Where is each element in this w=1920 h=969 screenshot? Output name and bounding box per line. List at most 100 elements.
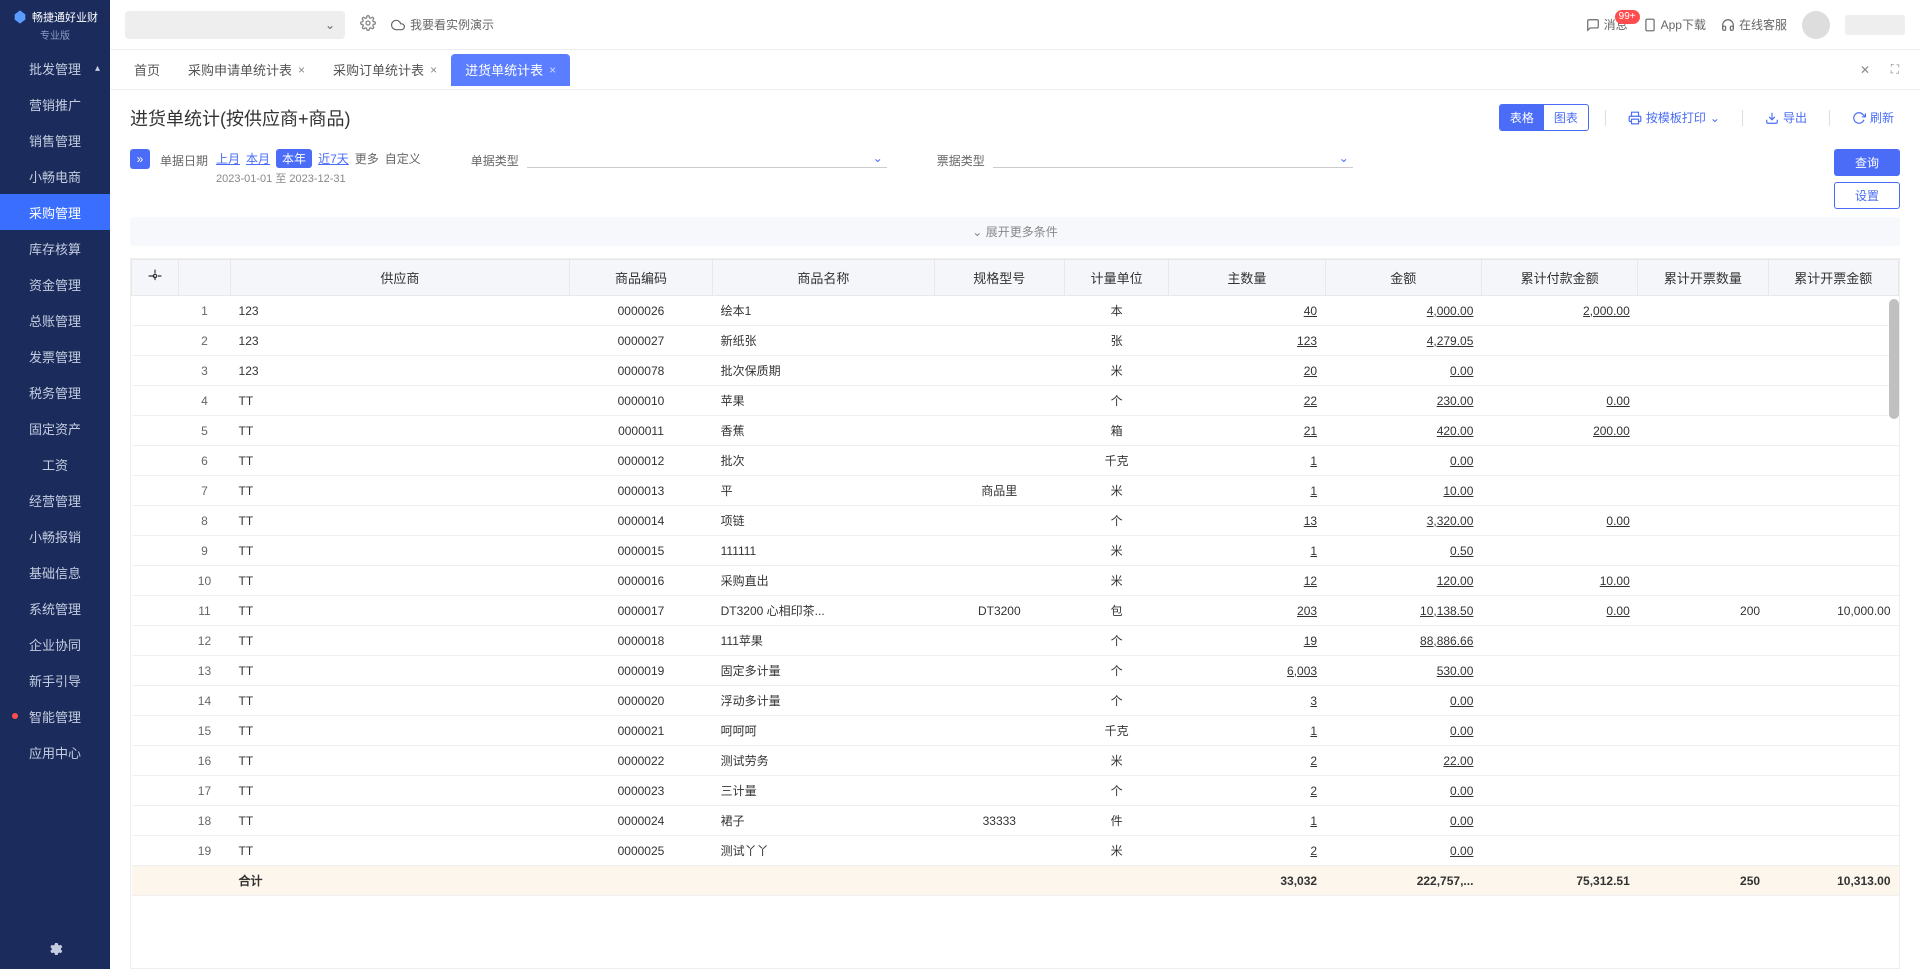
table-row[interactable]: 14TT0000020浮动多计量个30.00: [132, 686, 1899, 716]
sidebar-item[interactable]: 系统管理: [0, 590, 110, 626]
sidebar-item[interactable]: 资金管理: [0, 266, 110, 302]
sidebar-item[interactable]: 小畅电商: [0, 158, 110, 194]
date-option[interactable]: 本年: [276, 149, 312, 168]
sidebar-item[interactable]: 税务管理: [0, 374, 110, 410]
logo: 畅捷通好业财 专业版: [0, 0, 110, 50]
avatar[interactable]: [1802, 11, 1830, 39]
table-settings-icon[interactable]: [132, 260, 179, 296]
column-header[interactable]: 计量单位: [1064, 260, 1168, 296]
table-row[interactable]: 12TT0000018111苹果个1988,886.66: [132, 626, 1899, 656]
date-options: 上月本月本年近7天更多自定义: [216, 149, 421, 168]
view-chart-btn[interactable]: 图表: [1544, 105, 1588, 130]
app-download-link[interactable]: App下载: [1643, 16, 1706, 33]
export-icon: [1765, 111, 1779, 125]
sidebar-item[interactable]: 智能管理: [0, 698, 110, 734]
sidebar-item[interactable]: 销售管理: [0, 122, 110, 158]
date-option[interactable]: 本月: [246, 150, 270, 167]
table-row[interactable]: 10TT0000016采购直出米12120.0010.00: [132, 566, 1899, 596]
column-header[interactable]: 累计付款金额: [1481, 260, 1637, 296]
sidebar-item[interactable]: 新手引导: [0, 662, 110, 698]
sidebar-item[interactable]: 库存核算: [0, 230, 110, 266]
online-service-link[interactable]: 在线客服: [1721, 16, 1787, 33]
tab[interactable]: 进货单统计表×: [451, 54, 570, 86]
message-icon: [1586, 18, 1600, 32]
sidebar-item[interactable]: 应用中心: [0, 734, 110, 770]
column-header[interactable]: 供应商: [231, 260, 570, 296]
table-row[interactable]: 17TT0000023三计量个20.00: [132, 776, 1899, 806]
tab[interactable]: 首页: [120, 50, 174, 89]
table-row[interactable]: 18TT0000024裙子33333件10.00: [132, 806, 1899, 836]
view-toggle: 表格 图表: [1499, 104, 1589, 131]
message-badge: 99+: [1615, 10, 1640, 24]
table-row[interactable]: 31230000078批次保质期米200.00: [132, 356, 1899, 386]
tab-close-icon[interactable]: ×: [430, 63, 437, 77]
scrollbar[interactable]: [1889, 299, 1899, 419]
table-row[interactable]: 19TT0000025测试丫丫米20.00: [132, 836, 1899, 866]
messages-link[interactable]: 消息 99+: [1586, 16, 1628, 33]
table-row[interactable]: 15TT0000021呵呵呵千克10.00: [132, 716, 1899, 746]
username[interactable]: [1845, 15, 1905, 35]
column-header[interactable]: 金额: [1325, 260, 1481, 296]
date-option[interactable]: 上月: [216, 150, 240, 167]
table-row[interactable]: 7TT0000013平商品里米110.00: [132, 476, 1899, 506]
cloud-icon: [391, 18, 405, 32]
table-row[interactable]: 5TT0000011香蕉箱21420.00200.00: [132, 416, 1899, 446]
column-header[interactable]: 商品名称: [713, 260, 935, 296]
sidebar-item[interactable]: 发票管理: [0, 338, 110, 374]
refresh-btn[interactable]: 刷新: [1846, 109, 1900, 126]
sidebar-item[interactable]: 固定资产: [0, 410, 110, 446]
filter-expand-btn[interactable]: »: [130, 149, 150, 169]
date-option[interactable]: 更多: [355, 150, 379, 167]
filter-row: » 单据日期 上月本月本年近7天更多自定义 2023-01-01 至 2023-…: [110, 141, 1920, 209]
table-row[interactable]: 21230000027新纸张张1234,279.05: [132, 326, 1899, 356]
phone-icon: [1643, 18, 1657, 32]
date-option[interactable]: 近7天: [318, 150, 349, 167]
tab-close-icon[interactable]: ×: [549, 63, 556, 77]
filter-setting-btn[interactable]: 设置: [1834, 182, 1900, 209]
more-filters-btn[interactable]: ⌄ 展开更多条件: [130, 217, 1900, 246]
table-row[interactable]: 13TT0000019固定多计量个6,003530.00: [132, 656, 1899, 686]
date-label: 单据日期: [160, 149, 208, 169]
table-row[interactable]: 8TT0000014项链个133,320.000.00: [132, 506, 1899, 536]
gear-icon[interactable]: [360, 15, 376, 34]
column-header[interactable]: 主数量: [1169, 260, 1325, 296]
close-all-tabs-icon[interactable]: ✕: [1850, 63, 1880, 77]
sidebar-item[interactable]: 工资: [0, 446, 110, 482]
column-header[interactable]: 规格型号: [934, 260, 1064, 296]
sidebar-item[interactable]: 总账管理: [0, 302, 110, 338]
print-icon: [1628, 111, 1642, 125]
tab[interactable]: 采购订单统计表×: [319, 50, 451, 89]
doc-type-select[interactable]: ⌄: [527, 149, 887, 168]
settings-icon[interactable]: [0, 929, 110, 969]
chevron-down-icon: ⌄: [325, 18, 335, 32]
print-template-btn[interactable]: 按模板打印 ⌄: [1622, 109, 1726, 126]
column-header[interactable]: 商品编码: [569, 260, 712, 296]
invoice-type-select[interactable]: ⌄: [993, 149, 1353, 168]
column-header[interactable]: 累计开票金额: [1768, 260, 1898, 296]
query-btn[interactable]: 查询: [1834, 149, 1900, 176]
org-selector[interactable]: ⌄: [125, 11, 345, 39]
demo-link[interactable]: 我要看实例演示: [391, 16, 494, 33]
sidebar-item[interactable]: 小畅报销: [0, 518, 110, 554]
table-row[interactable]: 4TT0000010苹果个22230.000.00: [132, 386, 1899, 416]
tab-close-icon[interactable]: ×: [298, 63, 305, 77]
sidebar-item[interactable]: 基础信息: [0, 554, 110, 590]
table-row[interactable]: 9TT0000015111111米10.50: [132, 536, 1899, 566]
table-row[interactable]: 11230000026绘本1本404,000.002,000.00: [132, 296, 1899, 326]
tab[interactable]: 采购申请单统计表×: [174, 50, 319, 89]
sidebar-item[interactable]: 批发管理: [0, 50, 110, 86]
date-option[interactable]: 自定义: [385, 150, 421, 167]
fullscreen-icon[interactable]: ⛶: [1880, 62, 1910, 77]
view-table-btn[interactable]: 表格: [1500, 105, 1544, 130]
doc-type-label: 单据类型: [471, 149, 519, 169]
table-row[interactable]: 6TT0000012批次千克10.00: [132, 446, 1899, 476]
sidebar-item[interactable]: 采购管理: [0, 194, 110, 230]
table-row[interactable]: 11TT0000017DT3200 心相印茶...DT3200包20310,13…: [132, 596, 1899, 626]
table-row[interactable]: 16TT0000022测试劳务米222.00: [132, 746, 1899, 776]
sidebar-item[interactable]: 营销推广: [0, 86, 110, 122]
headset-icon: [1721, 18, 1735, 32]
export-btn[interactable]: 导出: [1759, 109, 1813, 126]
column-header[interactable]: 累计开票数量: [1638, 260, 1768, 296]
sidebar-item[interactable]: 企业协同: [0, 626, 110, 662]
sidebar-item[interactable]: 经营管理: [0, 482, 110, 518]
